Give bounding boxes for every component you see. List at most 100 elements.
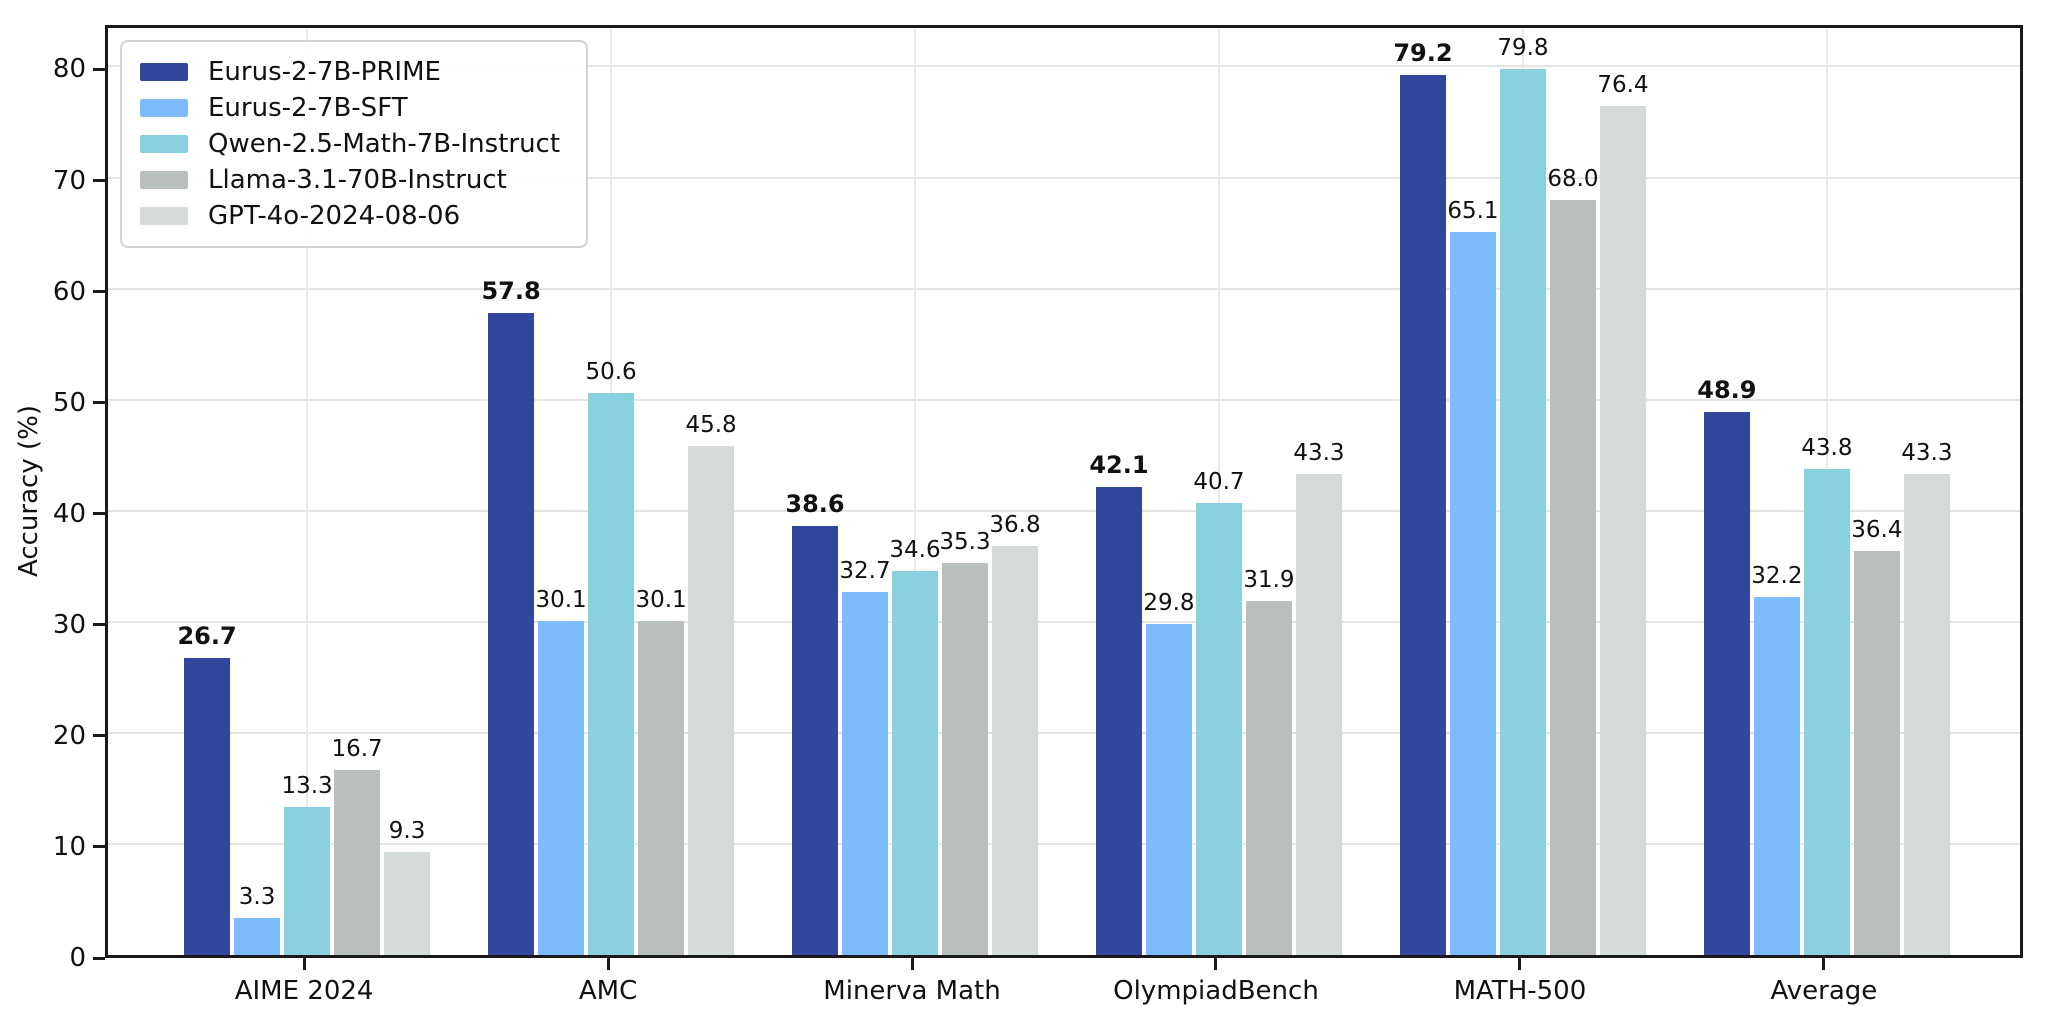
x-tick-mark <box>606 958 610 970</box>
bar-value-label: 34.6 <box>889 536 941 563</box>
bar-value-label: 50.6 <box>585 358 637 385</box>
bar <box>538 620 585 955</box>
x-tick-label: OlympiadBench <box>1113 976 1319 1006</box>
bar-value-label: 9.3 <box>388 817 426 844</box>
y-tick-label: 40 <box>52 498 86 529</box>
grid-line-horizontal <box>108 731 2020 734</box>
bar-value-label: 57.8 <box>481 277 541 306</box>
bar-value-label: 43.8 <box>1801 434 1853 461</box>
bar <box>792 526 839 955</box>
bar-value-label: 76.4 <box>1597 72 1649 99</box>
legend-item: Eurus-2-7B-PRIME <box>140 54 560 90</box>
x-tick-label: AIME 2024 <box>234 976 374 1006</box>
bar-value-label: 40.7 <box>1193 468 1245 495</box>
plot-area: Eurus-2-7B-PRIME Eurus-2-7B-SFT Qwen-2.5-M… <box>105 25 2023 958</box>
bar <box>1853 550 1900 955</box>
grid-line-horizontal <box>108 287 2020 290</box>
grid-line-horizontal <box>108 176 2020 179</box>
bar-value-label: 13.3 <box>281 773 333 800</box>
bar <box>842 591 889 955</box>
bar <box>992 546 1039 955</box>
bar-value-label: 16.7 <box>331 735 383 762</box>
y-tick-label: 20 <box>52 720 86 751</box>
bar <box>284 807 331 955</box>
bar <box>1245 600 1292 955</box>
bar <box>1295 474 1342 955</box>
legend-swatch <box>140 99 188 117</box>
y-tick-mark <box>93 623 105 627</box>
y-tick-mark <box>93 179 105 182</box>
y-tick-mark <box>93 67 105 71</box>
x-tick-mark <box>910 958 914 970</box>
legend-swatch <box>140 207 188 225</box>
x-tick-label: MATH-500 <box>1453 976 1587 1006</box>
legend-label: Llama-3.1-70B-Instruct <box>208 165 507 195</box>
grid-line-vertical <box>1217 28 1220 955</box>
bar-value-label: 3.3 <box>238 884 276 911</box>
bar-value-label: 31.9 <box>1243 566 1295 593</box>
x-tick-label: Minerva Math <box>823 976 1001 1006</box>
grid-line-vertical <box>306 28 309 955</box>
bar <box>1903 474 1950 955</box>
legend-item: GPT-4o-2024-08-06 <box>140 198 560 234</box>
x-tick-mark <box>1214 958 1218 970</box>
x-tick-label: Average <box>1770 976 1878 1006</box>
bar <box>1145 624 1192 955</box>
bar <box>488 313 535 955</box>
bar-value-label: 43.3 <box>1901 440 1953 467</box>
bar-value-label: 79.8 <box>1497 34 1549 61</box>
y-tick-label: 10 <box>52 831 86 862</box>
grid-line-horizontal <box>108 509 2020 512</box>
legend-swatch <box>140 63 188 81</box>
legend-item: Qwen-2.5-Math-7B-Instruct <box>140 126 560 162</box>
bar <box>184 658 231 955</box>
bar <box>638 620 685 955</box>
grid-line-horizontal <box>108 398 2020 401</box>
bar-value-label: 42.1 <box>1089 451 1149 480</box>
bar-value-label: 68.0 <box>1547 165 1599 192</box>
grid-line-horizontal <box>108 620 2020 623</box>
bar <box>1399 75 1446 955</box>
y-tick-mark <box>93 290 105 294</box>
legend-item: Eurus-2-7B-SFT <box>140 90 560 126</box>
y-tick-mark <box>93 401 105 405</box>
bar <box>384 851 431 955</box>
legend-label: Eurus-2-7B-PRIME <box>208 57 441 87</box>
bar <box>1549 199 1596 955</box>
grid-line-horizontal <box>108 842 2020 845</box>
bar-value-label: 32.2 <box>1751 563 1803 590</box>
bar-value-label: 26.7 <box>177 622 237 651</box>
legend-label: GPT-4o-2024-08-06 <box>208 201 461 231</box>
bar-value-label: 29.8 <box>1143 590 1195 617</box>
legend: Eurus-2-7B-PRIME Eurus-2-7B-SFT Qwen-2.5-M… <box>120 40 589 248</box>
bar-value-label: 45.8 <box>685 412 737 439</box>
y-tick-mark <box>93 845 105 849</box>
bar <box>1753 597 1800 955</box>
bar <box>1095 487 1142 955</box>
legend-swatch <box>140 171 188 189</box>
y-axis-label-text: Accuracy (%) <box>14 405 44 577</box>
bar <box>892 570 939 955</box>
bar <box>1599 106 1646 955</box>
bar-value-label: 36.4 <box>1851 516 1903 543</box>
bar-value-label: 30.1 <box>635 586 687 613</box>
y-tick-label: 60 <box>52 276 86 307</box>
bar <box>334 769 381 955</box>
y-tick-mark <box>93 734 105 738</box>
bar-value-label: 32.7 <box>839 557 891 584</box>
x-tick-label: AMC <box>578 976 638 1006</box>
x-tick-mark <box>1518 958 1522 970</box>
bar <box>1195 502 1242 955</box>
legend-swatch <box>140 135 188 153</box>
bar <box>234 918 281 955</box>
bar-value-label: 48.9 <box>1697 375 1757 404</box>
bar <box>1803 468 1850 955</box>
y-tick-mark <box>93 956 105 960</box>
bar <box>1449 231 1496 955</box>
bar <box>1703 411 1750 955</box>
y-tick-mark <box>93 512 105 516</box>
legend-label: Eurus-2-7B-SFT <box>208 93 408 123</box>
legend-label: Qwen-2.5-Math-7B-Instruct <box>208 129 561 159</box>
y-tick-label: 70 <box>52 165 86 196</box>
